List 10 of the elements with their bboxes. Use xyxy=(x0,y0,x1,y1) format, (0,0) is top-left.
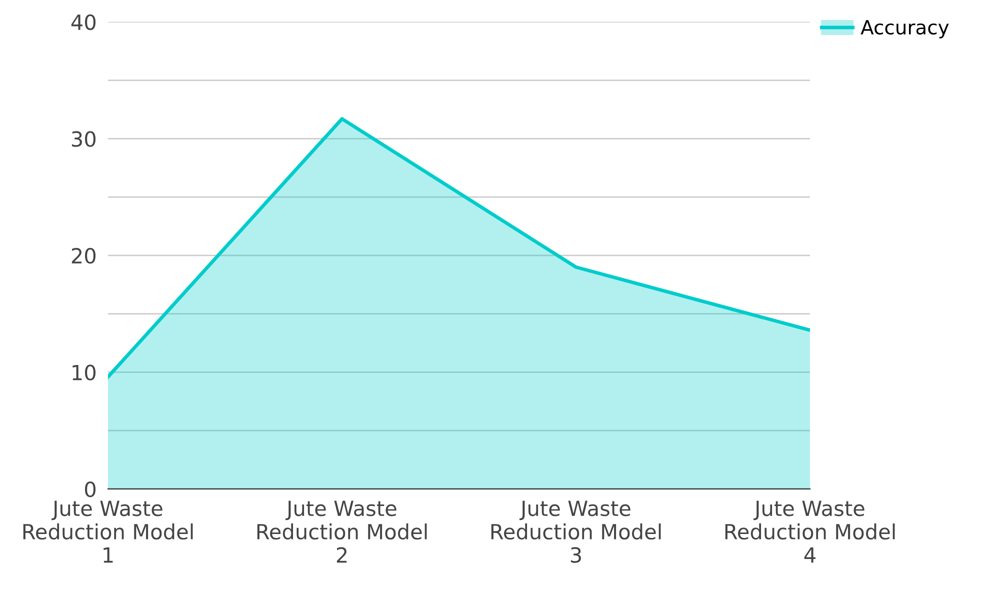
y-tick-label: 40 xyxy=(71,14,96,30)
x-tick-label: Jute Waste Reduction Model 1 xyxy=(23,500,193,563)
y-tick-label: 20 xyxy=(72,248,96,264)
x-tick-label: Jute Waste Reduction Model 4 xyxy=(725,500,895,563)
y-tick-label: 30 xyxy=(72,131,96,147)
x-tick-label: Jute Waste Reduction Model 2 xyxy=(257,500,427,563)
y-tick-label: 0 xyxy=(85,481,96,498)
y-tick-label: 10 xyxy=(72,364,96,380)
legend-label: Accuracy xyxy=(860,20,949,38)
x-tick-label: Jute Waste Reduction Model 3 xyxy=(491,500,661,563)
